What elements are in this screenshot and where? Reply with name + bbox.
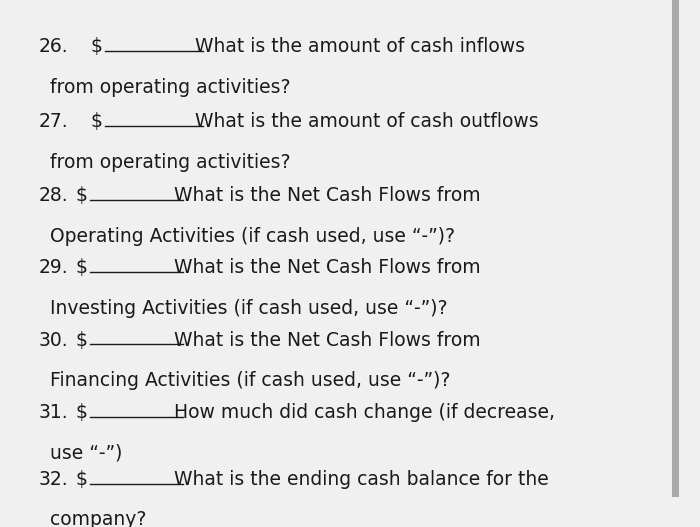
Text: use “-”): use “-”)	[50, 443, 122, 462]
Text: 31.: 31.	[38, 403, 68, 422]
Text: What is the Net Cash Flows from: What is the Net Cash Flows from	[174, 258, 480, 277]
Text: What is the amount of cash inflows: What is the amount of cash inflows	[195, 37, 524, 56]
Text: 26.: 26.	[38, 37, 68, 56]
Text: Financing Activities (if cash used, use “-”)?: Financing Activities (if cash used, use …	[50, 372, 451, 391]
Text: 30.: 30.	[38, 330, 68, 349]
Text: $: $	[76, 403, 88, 422]
Text: $: $	[76, 330, 88, 349]
Text: $: $	[91, 112, 103, 131]
Text: What is the Net Cash Flows from: What is the Net Cash Flows from	[174, 187, 480, 206]
Text: 27.: 27.	[38, 112, 68, 131]
Text: from operating activities?: from operating activities?	[50, 78, 291, 97]
Text: 29.: 29.	[38, 258, 68, 277]
Text: $: $	[76, 470, 88, 489]
Text: Investing Activities (if cash used, use “-”)?: Investing Activities (if cash used, use …	[50, 299, 448, 318]
Text: Operating Activities (if cash used, use “-”)?: Operating Activities (if cash used, use …	[50, 227, 456, 246]
Text: What is the amount of cash outflows: What is the amount of cash outflows	[195, 112, 538, 131]
Text: What is the ending cash balance for the: What is the ending cash balance for the	[174, 470, 548, 489]
Text: $: $	[76, 258, 88, 277]
Text: from operating activities?: from operating activities?	[50, 153, 291, 172]
Text: How much did cash change (if decrease,: How much did cash change (if decrease,	[174, 403, 554, 422]
Text: company?: company?	[50, 511, 147, 527]
Text: 28.: 28.	[38, 187, 68, 206]
Text: 32.: 32.	[38, 470, 68, 489]
Text: $: $	[91, 37, 103, 56]
Text: What is the Net Cash Flows from: What is the Net Cash Flows from	[174, 330, 480, 349]
Text: $: $	[76, 187, 88, 206]
